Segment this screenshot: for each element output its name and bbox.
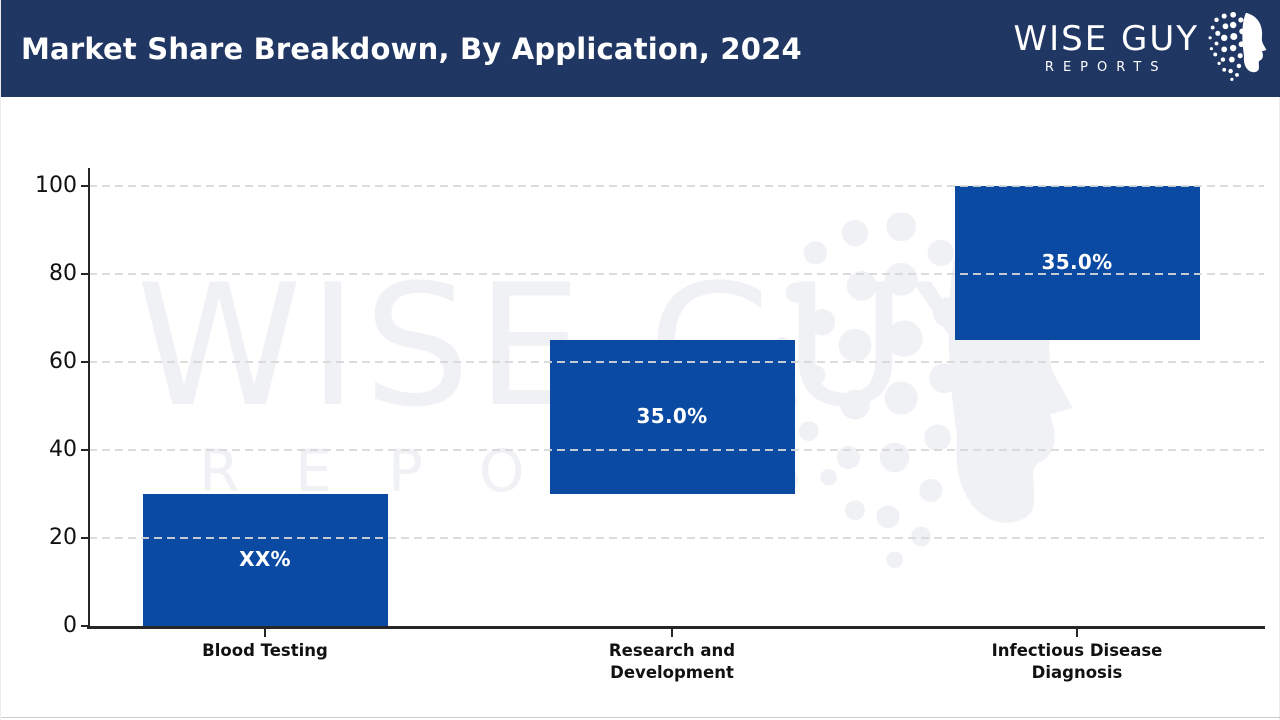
x-tick-mark xyxy=(1076,629,1078,637)
bar xyxy=(142,494,388,626)
brand-logo-text: WISE GUY REPORTS xyxy=(1013,19,1199,75)
y-tick-label: 40 xyxy=(49,437,77,462)
page-title: Market Share Breakdown, By Application, … xyxy=(21,31,802,66)
x-category-label: Research and Development xyxy=(608,641,736,682)
bar-value-label: 35.0% xyxy=(1041,250,1113,274)
gridline xyxy=(89,449,1264,451)
gridline xyxy=(89,273,1264,275)
y-tick-label: 60 xyxy=(49,349,77,374)
y-tick-mark xyxy=(81,449,89,451)
y-tick-label: 20 xyxy=(49,525,77,550)
y-tick-label: 0 xyxy=(63,613,77,638)
gridline xyxy=(89,361,1264,363)
y-tick-mark xyxy=(81,185,89,187)
dotted-head-icon xyxy=(1208,11,1267,81)
x-tick-mark xyxy=(264,629,266,637)
x-tick-mark xyxy=(671,629,673,637)
y-tick-mark xyxy=(81,625,89,627)
header-bar: Market Share Breakdown, By Application, … xyxy=(1,0,1280,97)
y-tick-mark xyxy=(81,361,89,363)
brand-name: WISE GUY xyxy=(1013,19,1199,60)
bar-value-label: 35.0% xyxy=(636,404,708,428)
y-tick-label: 80 xyxy=(49,261,77,286)
bottom-hairline xyxy=(1,716,1280,718)
bar xyxy=(549,340,795,494)
y-axis-line xyxy=(88,168,90,629)
bar-value-label: XX% xyxy=(239,547,291,571)
y-tick-mark xyxy=(81,273,89,275)
x-category-label: Blood Testing xyxy=(202,641,328,660)
y-tick-mark xyxy=(81,537,89,539)
gridline xyxy=(89,185,1264,187)
x-category-label: Infectious Disease Diagnosis xyxy=(991,641,1163,682)
brand-subtitle: REPORTS xyxy=(1044,59,1168,75)
gridline xyxy=(89,537,1264,539)
y-tick-label: 100 xyxy=(35,173,77,198)
brand-logo: WISE GUY REPORTS xyxy=(1013,11,1269,86)
x-axis-line xyxy=(87,626,1265,629)
